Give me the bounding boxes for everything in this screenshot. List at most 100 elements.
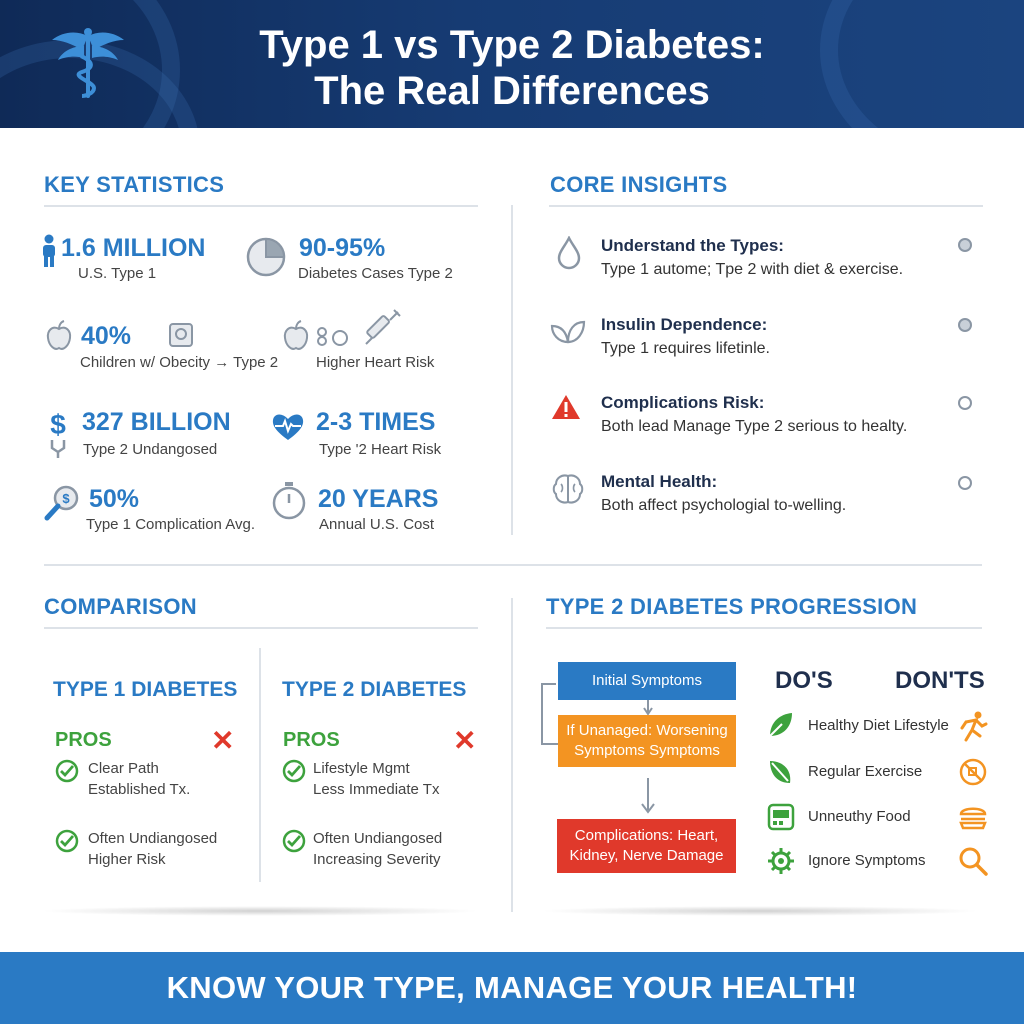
dollar-icon: $ — [50, 409, 66, 458]
comparison-item-line: Less Immediate Tx — [313, 781, 440, 798]
caduceus-icon — [52, 28, 124, 98]
pills-icon — [317, 327, 348, 346]
insight-heading: Understand the Types: — [601, 236, 784, 255]
flow-step-initial: Initial Symptoms — [558, 662, 736, 700]
runner-icon — [960, 711, 988, 742]
svg-text:$: $ — [62, 491, 70, 506]
comparison-item-line: Established Tx. — [88, 781, 191, 798]
divider — [549, 205, 983, 207]
stat-value: 90-95% — [299, 234, 386, 262]
brain-icon — [552, 474, 584, 504]
insight-heading: Insulin Dependence: — [601, 315, 768, 334]
drop-icon — [557, 236, 581, 270]
comparison-item-line: Higher Risk — [88, 851, 166, 868]
stat-label: Diabetes Cases Type 2 — [298, 265, 453, 282]
gear-icon — [768, 848, 794, 874]
dos-heading: DO'S — [775, 667, 833, 694]
stat-value: 40% — [81, 322, 132, 350]
stat-label: Higher Heart Risk — [316, 354, 435, 371]
flow-step-complications: Complications: Heart, Kidney, Nerve Dama… — [557, 819, 736, 873]
warning-icon — [552, 395, 580, 419]
no-sugar-icon — [959, 758, 987, 786]
footer-banner: KNOW YOUR TYPE, MANAGE YOUR HEALTH! — [0, 952, 1024, 1024]
page-title-line2: The Real Differences — [314, 69, 710, 113]
flow-step-worsening: If Unanaged: Worsening Symptoms Symptoms — [558, 715, 736, 767]
comparison-item-line: Often Undiangosed — [88, 830, 218, 847]
stat-value: 20 YEARS — [318, 485, 439, 513]
divider — [546, 627, 982, 629]
column-divider — [511, 205, 513, 535]
apple-icon — [46, 320, 72, 350]
key-statistics-title: KEY STATISTICS — [44, 172, 225, 197]
leaf-icon — [550, 320, 586, 344]
magnifier-dollar-icon: $ — [44, 485, 79, 521]
stat-label: Type '2 Heart Risk — [319, 441, 442, 458]
syringe-icon — [365, 309, 401, 345]
flow-connectors — [541, 683, 655, 814]
do-dont-item: Healthy Diet Lifestyle — [808, 717, 949, 734]
core-insights-title: CORE INSIGHTS — [550, 172, 728, 197]
shadow — [40, 906, 480, 916]
do-dont-item: Regular Exercise — [808, 763, 923, 780]
insight-text: Type 1 autome; Tpe 2 with diet & exercis… — [601, 261, 904, 278]
status-dot — [958, 476, 972, 490]
do-dont-item: Unneuthy Food — [808, 808, 911, 825]
search-icon — [959, 847, 988, 876]
status-dot — [958, 318, 972, 332]
insight-text: Both affect psychologial to-welling. — [601, 497, 847, 514]
stopwatch-icon — [272, 482, 306, 520]
status-dot — [958, 396, 972, 410]
leaf-icon — [770, 761, 791, 783]
column-divider — [511, 598, 513, 912]
stat-label: Annual U.S. Cost — [319, 516, 435, 533]
footer-slogan: KNOW YOUR TYPE, MANAGE YOUR HEALTH! — [166, 970, 858, 1005]
shadow — [540, 906, 980, 916]
check-circle-icon — [55, 759, 79, 783]
check-circle-icon — [282, 829, 306, 853]
comparison-title: COMPARISON — [44, 594, 197, 619]
x-mark-icon: ✕ — [453, 725, 477, 756]
section-divider — [44, 564, 982, 566]
pie-chart-icon — [246, 237, 286, 277]
x-mark-icon: ✕ — [211, 725, 235, 756]
apple-icon — [283, 320, 309, 350]
page-title-line1: Type 1 vs Type 2 Diabetes: — [259, 23, 765, 67]
status-dot — [958, 238, 972, 252]
stat-value: 50% — [89, 485, 140, 513]
do-dont-item: Ignore Symptoms — [808, 852, 926, 869]
type2-heading: TYPE 2 DIABETES — [282, 678, 467, 701]
comparison-item-line: Often Undiangosed — [313, 830, 443, 847]
leaf-icon — [769, 713, 792, 737]
divider — [44, 205, 478, 207]
pros-label: PROS — [283, 729, 340, 751]
pros-label: PROS — [55, 729, 112, 751]
stat-value: 2-3 TIMES — [316, 408, 436, 436]
header-banner: Type 1 vs Type 2 Diabetes: The Real Diff… — [0, 0, 1024, 128]
stat-value: 1.6 MILLION — [61, 234, 206, 262]
insight-heading: Complications Risk: — [601, 393, 765, 412]
comparison-item-line: Lifestyle Mgmt — [313, 760, 410, 777]
type1-heading: TYPE 1 DIABETES — [53, 678, 238, 701]
heartbeat-icon — [272, 414, 304, 440]
check-circle-icon — [55, 829, 79, 853]
stat-value: 327 BILLION — [82, 408, 231, 436]
person-icon — [43, 234, 55, 267]
scale-icon — [169, 323, 193, 347]
insight-text: Both lead Manage Type 2 serious to healt… — [601, 418, 908, 435]
check-circle-icon — [282, 759, 306, 783]
insight-text: Type 1 requires lifetinle. — [601, 340, 770, 357]
insight-heading: Mental Health: — [601, 472, 718, 491]
comparison-divider — [259, 648, 261, 882]
stat-label: Type 1 Complication Avg. — [86, 516, 255, 533]
progression-title: TYPE 2 DIABETES PROGRESSION — [546, 594, 918, 619]
monitor-icon — [767, 803, 795, 831]
comparison-item-line: Clear Path — [88, 760, 159, 777]
comparison-item-line: Increasing Severity — [313, 851, 441, 868]
stat-label: Type 2 Undangosed — [83, 441, 218, 458]
stat-label: Children w/ Obecity → Type 2 — [80, 354, 279, 371]
burger-icon — [959, 807, 987, 830]
divider — [44, 627, 478, 629]
stat-label: U.S. Type 1 — [78, 265, 157, 282]
svg-text:$: $ — [50, 409, 66, 440]
donts-heading: DON'TS — [895, 667, 985, 694]
